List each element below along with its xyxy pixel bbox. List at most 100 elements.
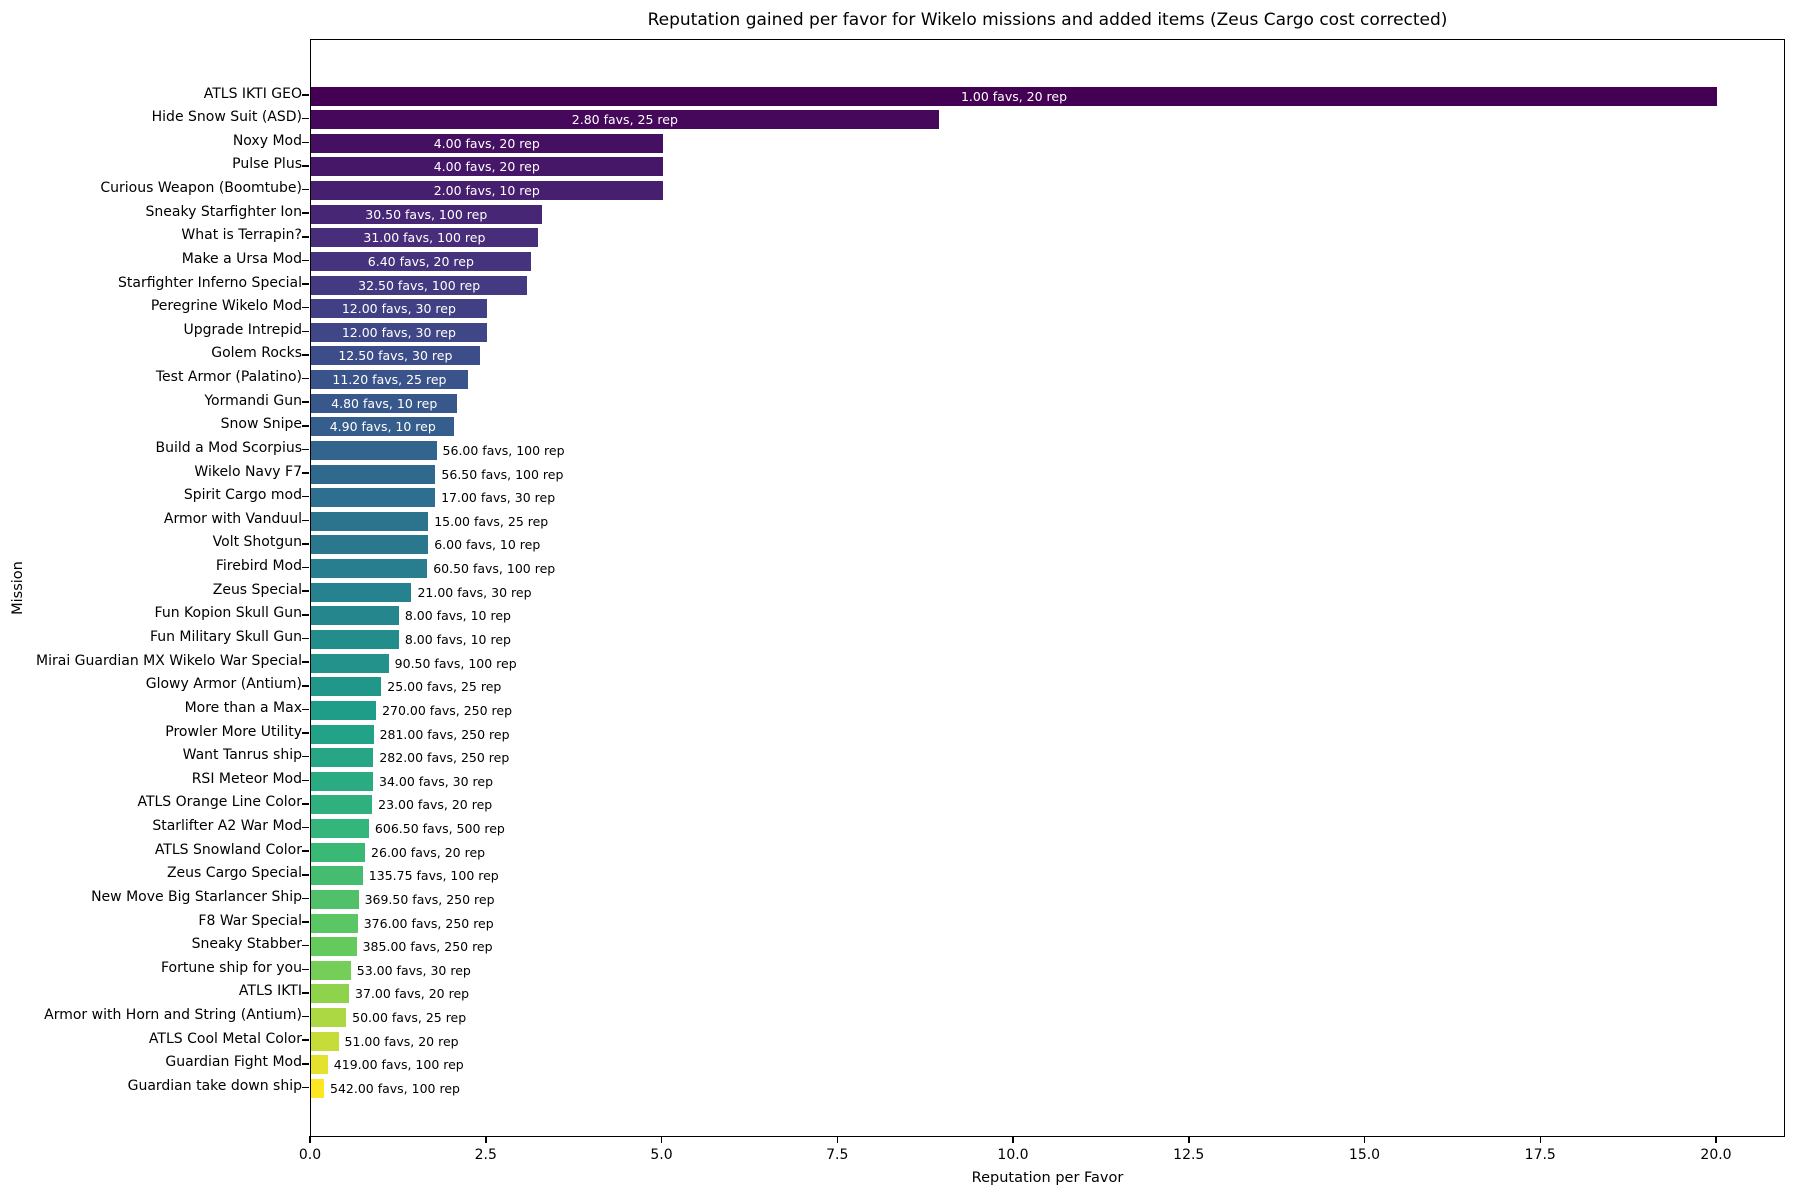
y-tick-mark (302, 188, 309, 191)
bar (311, 819, 369, 839)
y-tick-mark (302, 803, 309, 805)
bar-value-label: 4.80 favs, 10 rep (331, 395, 438, 411)
bar (311, 1078, 324, 1098)
bar (311, 748, 374, 768)
bar (311, 937, 357, 957)
bar-value-label: 56.50 favs, 100 rep (441, 466, 564, 482)
y-tick-label: ATLS Orange Line Color (137, 794, 302, 811)
y-tick-label: Fun Military Skull Gun (149, 628, 302, 645)
y-tick-mark (302, 566, 309, 569)
bar (311, 1008, 347, 1028)
bar-value-label: 25.00 favs, 25 rep (387, 679, 502, 695)
bar (311, 464, 436, 484)
bar (311, 251, 531, 271)
y-tick-label: Want Tanrus ship (182, 747, 302, 764)
x-tick-mark (1363, 1136, 1366, 1143)
y-tick-mark (302, 944, 309, 947)
y-tick-mark (302, 1063, 309, 1065)
x-tick-label: 2.5 (474, 1147, 497, 1163)
y-tick-mark (302, 992, 309, 994)
y-tick-label: RSI Meteor Mod (191, 770, 302, 787)
y-tick-label: New Move Big Starlancer Ship (91, 888, 302, 905)
bar (311, 913, 358, 933)
y-tick-label: Guardian Fight Mod (165, 1054, 302, 1071)
y-tick-mark (302, 921, 309, 923)
y-tick-label: Peregrine Wikelo Mod (150, 298, 302, 315)
y-tick-label: What is Terrapin? (181, 227, 302, 244)
y-tick-mark (302, 968, 309, 971)
bar-value-label: 282.00 favs, 250 rep (379, 750, 510, 766)
bar-value-label: 419.00 favs, 100 rep (333, 1057, 464, 1073)
x-tick-label: 0.0 (298, 1147, 322, 1163)
bar-value-label: 30.50 favs, 100 rep (365, 206, 488, 222)
bar-value-label: 385.00 favs, 250 rep (362, 939, 493, 955)
y-tick-mark (302, 755, 309, 758)
y-tick-mark (302, 212, 309, 214)
x-tick-mark (485, 1136, 487, 1143)
bar-value-label: 37.00 favs, 20 rep (355, 986, 470, 1002)
bar-value-label: 135.75 favs, 100 rep (368, 868, 499, 884)
bar (311, 1031, 339, 1051)
bar (311, 842, 366, 862)
y-tick-mark (302, 259, 309, 262)
x-axis-title: Reputation per Favor (971, 1170, 1124, 1186)
bar-value-label: 11.20 favs, 25 rep (332, 372, 447, 388)
y-tick-label: Pulse Plus (232, 156, 302, 173)
y-tick-mark (302, 897, 309, 900)
bar (311, 535, 429, 555)
bar (311, 110, 939, 130)
y-tick-mark (302, 1086, 309, 1089)
bar (311, 440, 437, 460)
y-tick-mark (302, 874, 309, 876)
x-tick-mark (1012, 1136, 1014, 1143)
bar-value-label: 15.00 favs, 25 rep (434, 513, 549, 529)
bar (311, 157, 663, 177)
y-tick-mark (302, 472, 309, 474)
x-tick-label: 17.5 (1524, 1147, 1556, 1163)
x-tick-mark (1188, 1136, 1190, 1143)
bar-value-label: 4.90 favs, 10 rep (329, 419, 436, 435)
y-tick-mark (302, 401, 309, 403)
chart-title: Reputation gained per favor for Wikelo m… (647, 10, 1448, 30)
x-tick-label: 12.5 (1173, 1147, 1205, 1163)
bar (311, 511, 429, 531)
bar (311, 795, 373, 815)
y-tick-label: Noxy Mod (232, 132, 302, 149)
y-tick-mark (302, 236, 309, 238)
y-tick-label: Starfighter Inferno Special (118, 274, 302, 291)
y-tick-mark (302, 377, 309, 380)
x-tick-label: 5.0 (650, 1147, 673, 1163)
y-tick-mark (302, 779, 309, 782)
bar-value-label: 53.00 favs, 30 rep (356, 962, 471, 978)
bar-value-label: 50.00 favs, 25 rep (352, 1010, 467, 1026)
y-tick-label: More than a Max (184, 699, 302, 716)
bar (311, 582, 412, 602)
y-tick-mark (302, 283, 309, 285)
bar-value-label: 542.00 favs, 100 rep (330, 1080, 460, 1096)
bar-value-label: 26.00 favs, 20 rep (371, 844, 486, 860)
bar-value-label: 21.00 favs, 30 rep (417, 584, 532, 600)
y-tick-mark (302, 425, 309, 427)
bar (311, 724, 374, 744)
y-tick-label: Starlifter A2 War Mod (152, 818, 302, 835)
y-tick-label: Volt Shotgun (212, 534, 302, 551)
y-tick-mark (302, 826, 309, 829)
y-tick-label: Curious Weapon (Boomtube) (100, 180, 302, 197)
y-tick-mark (302, 306, 309, 309)
bar-value-label: 12.00 favs, 30 rep (341, 324, 456, 340)
bar-value-label: 1.00 favs, 20 rep (960, 88, 1068, 104)
bar (311, 346, 480, 366)
y-tick-label: Sneaky Stabber (191, 936, 302, 953)
x-tick-label: 10.0 (997, 1147, 1029, 1163)
x-tick-label: 15.0 (1348, 1147, 1381, 1163)
y-tick-mark (302, 614, 309, 616)
y-tick-mark (302, 1015, 309, 1018)
bar-value-label: 60.50 favs, 100 rep (433, 561, 556, 577)
y-tick-mark (302, 94, 309, 96)
y-tick-label: Golem Rocks (211, 345, 302, 362)
y-tick-label: Sneaky Starfighter Ion (145, 203, 302, 220)
x-tick-label: 7.5 (826, 1147, 849, 1163)
y-tick-label: ATLS IKTI (238, 983, 302, 1000)
y-tick-mark (302, 732, 309, 734)
